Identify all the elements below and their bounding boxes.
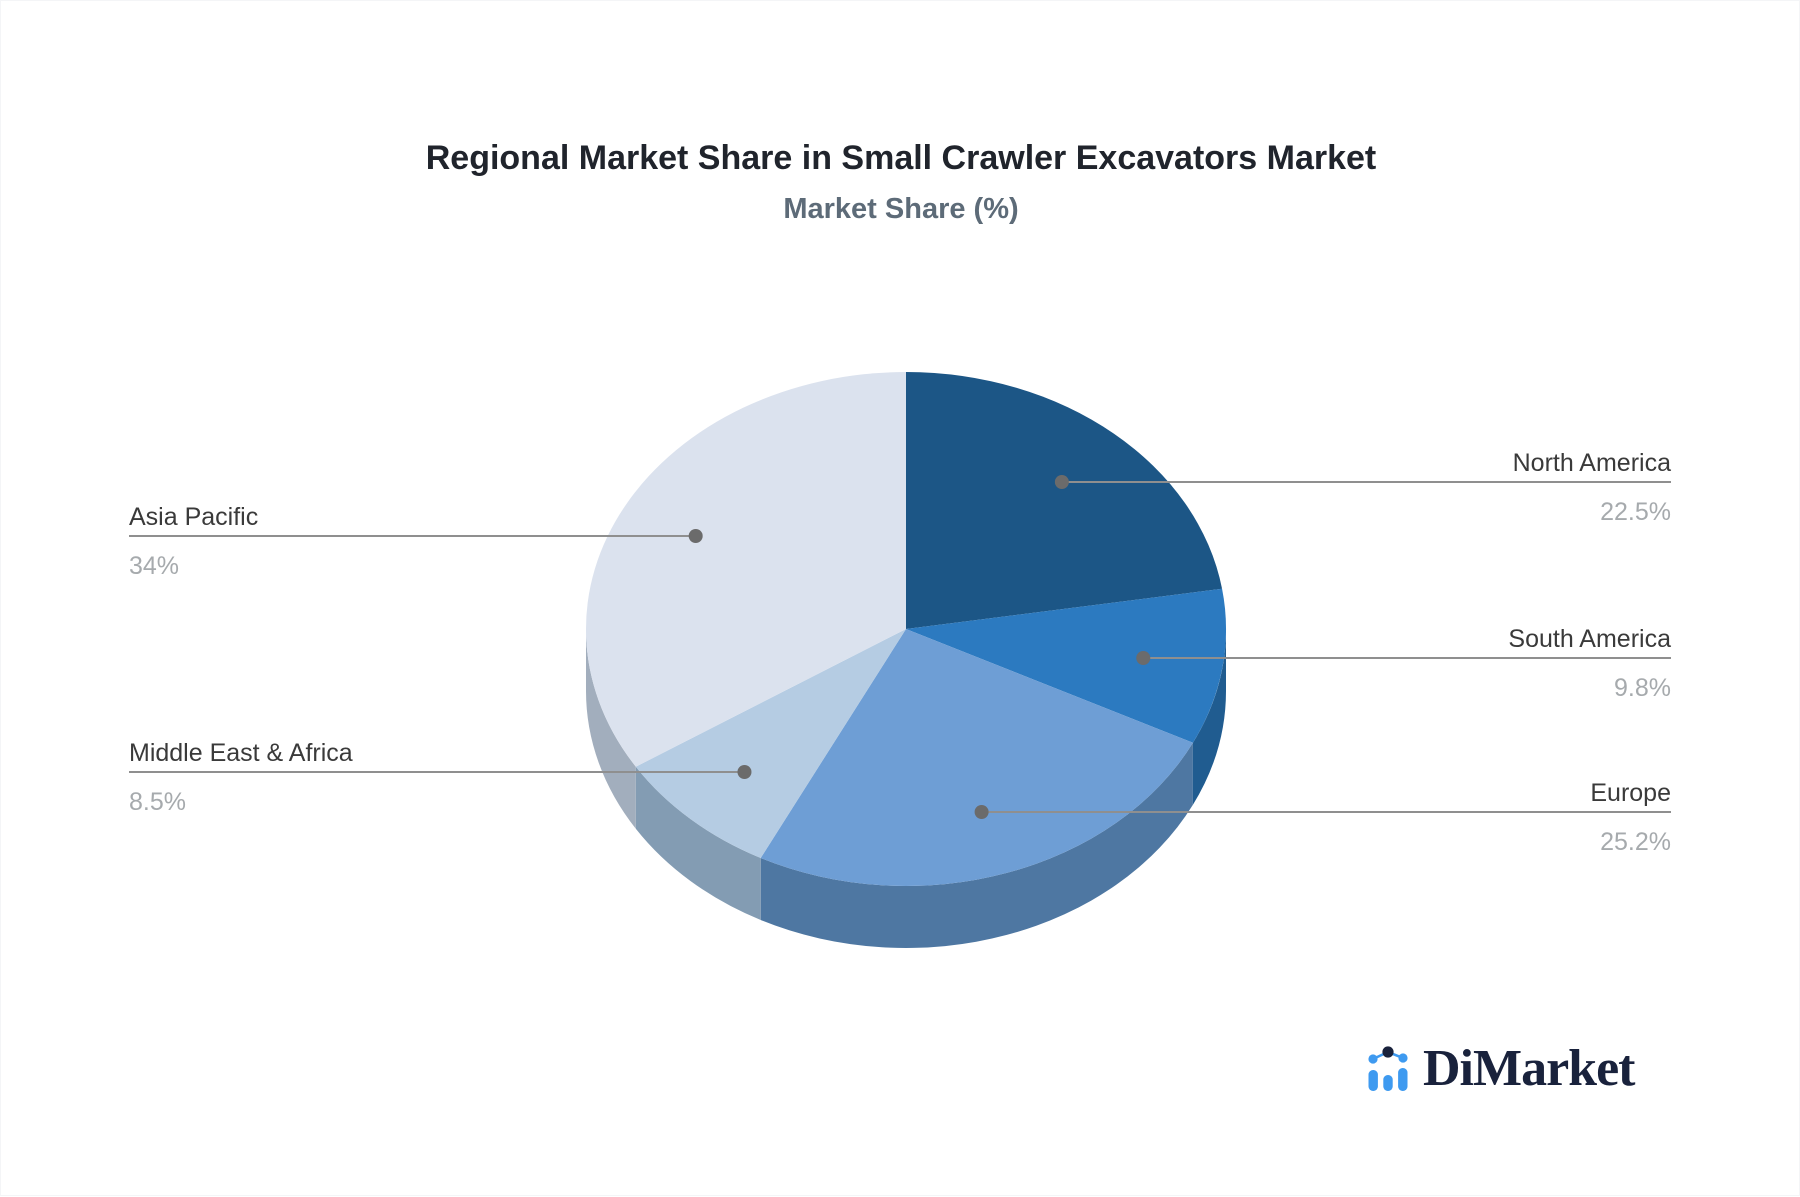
slice-label-middle-east-africa: Middle East & Africa — [129, 739, 353, 767]
leader-dot-middle-east-africa — [737, 765, 752, 779]
pie-slice-middle-east-africa[interactable] — [635, 629, 906, 858]
dimarket-logo: DiMarket — [1365, 1043, 1685, 1103]
slice-label-south-america: South America — [1508, 625, 1671, 653]
pie-slice-north-america[interactable] — [906, 372, 1223, 629]
pie-slice-side-asia-pacific — [586, 629, 636, 829]
chart-title: Regional Market Share in Small Crawler E… — [425, 139, 1377, 177]
slice-value-asia-pacific: 34% — [129, 552, 179, 580]
logo-bar-mid — [1383, 1075, 1393, 1091]
slice-value-south-america: 9.8% — [1614, 674, 1671, 702]
pie-slice-side-south-america — [1192, 629, 1226, 805]
pie-slice-asia-pacific[interactable] — [586, 372, 906, 767]
leader-dot-asia-pacific — [688, 529, 703, 543]
slice-label-north-america: North America — [1513, 449, 1671, 477]
leader-dot-europe — [974, 805, 989, 819]
pie-slice-side-middle-east-africa — [635, 766, 761, 920]
pie-slice-europe[interactable] — [760, 629, 1193, 887]
chart-subtitle: Market Share (%) — [783, 193, 1019, 225]
pie-slice-south-america[interactable] — [906, 588, 1227, 743]
logo-dot-left — [1368, 1054, 1378, 1064]
logo-bar-right — [1398, 1068, 1408, 1091]
slice-label-asia-pacific: Asia Pacific — [129, 503, 258, 531]
logo-dot-right — [1398, 1053, 1408, 1063]
slice-value-north-america: 22.5% — [1600, 498, 1671, 526]
slice-label-europe: Europe — [1590, 779, 1671, 807]
pie-slice-side-europe — [760, 742, 1193, 948]
leader-dot-south-america — [1136, 651, 1151, 665]
slice-value-europe: 25.2% — [1600, 828, 1671, 856]
dimarket-logo-text: DiMarket — [1423, 1040, 1635, 1097]
leader-dot-north-america — [1054, 475, 1069, 489]
logo-bar-left — [1368, 1070, 1378, 1091]
dimarket-logo-icon — [1368, 1046, 1408, 1091]
slice-value-middle-east-africa: 8.5% — [129, 788, 186, 816]
logo-dot-mid — [1382, 1046, 1394, 1058]
